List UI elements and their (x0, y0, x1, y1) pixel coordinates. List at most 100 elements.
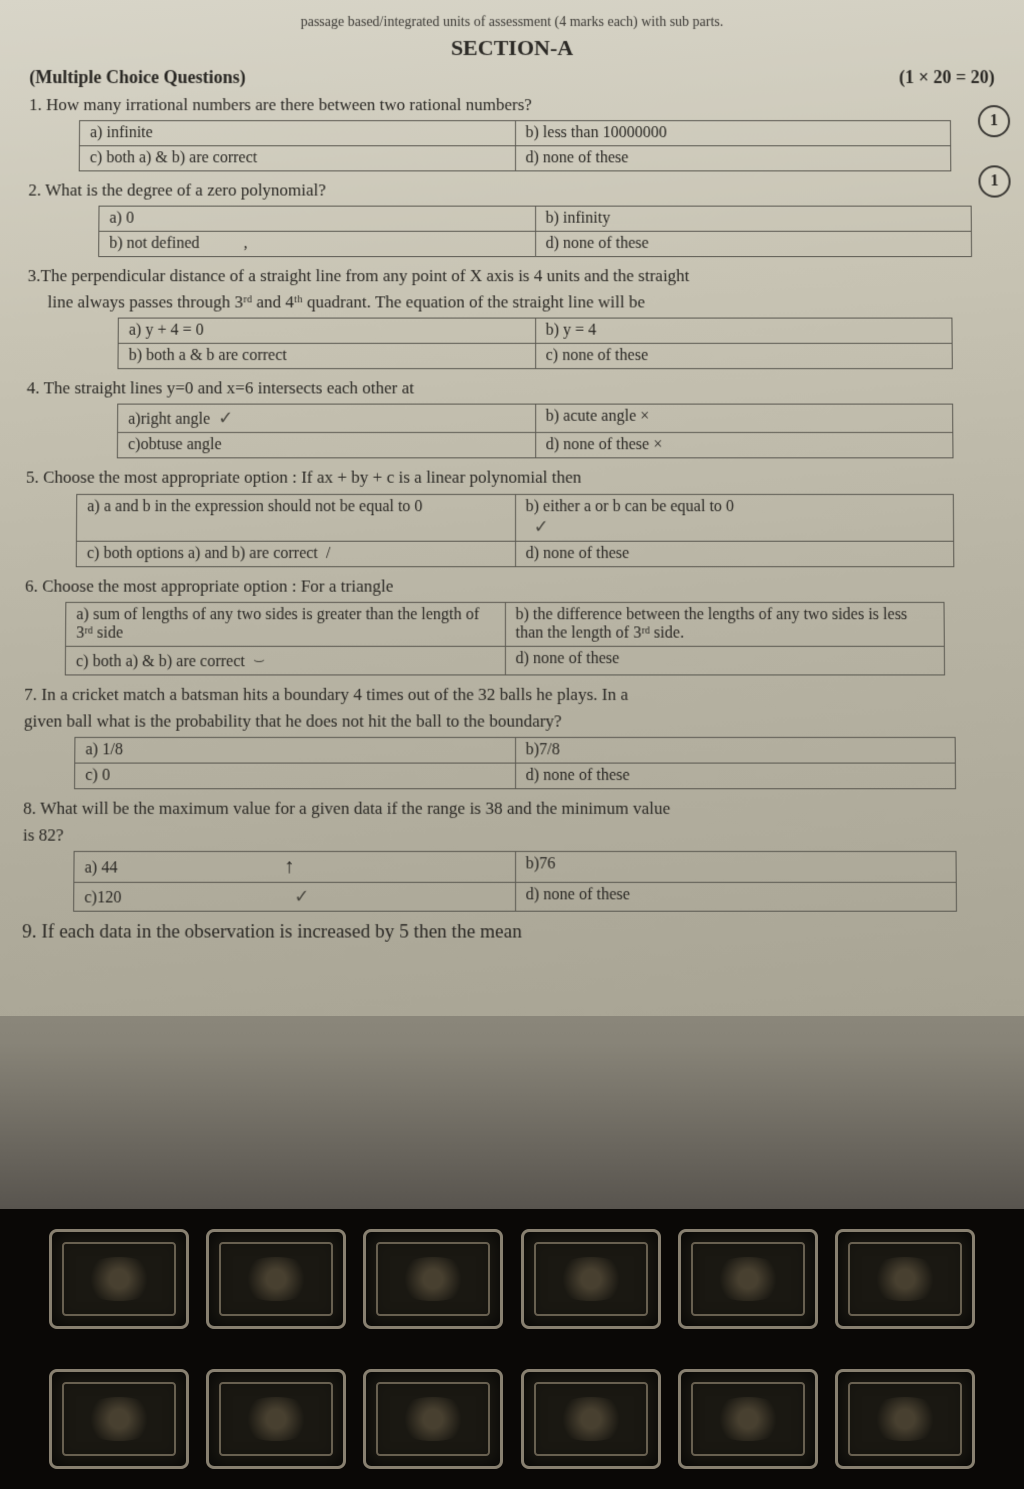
check-icon: ✓ (218, 408, 233, 429)
question-text: 1. How many irrational numbers are there… (29, 94, 995, 116)
check-icon: ✓ (129, 886, 309, 908)
table-row: c)120 ✓ d) none of these (74, 882, 957, 911)
options-table: a) 44 ↑ b)76 c)120 ✓ d) none of these (73, 851, 957, 912)
option-b: b)7/8 (515, 737, 955, 763)
pattern-cell (835, 1229, 975, 1329)
table-row: b) not defined , d) none of these (99, 231, 972, 256)
handwritten-circle-2: 1 (978, 165, 1010, 197)
option-a: a)right angle✓ (118, 405, 536, 433)
option-d: d) none of these × (535, 433, 953, 458)
marks-formula: (1 × 20 = 20) (899, 67, 995, 88)
options-table: a)right angle✓ b) acute angle × c)obtuse… (117, 404, 954, 459)
option-b: b) infinity (535, 206, 971, 231)
question-4: 4. The straight lines y=0 and x=6 inters… (26, 378, 998, 459)
question-text: 8. What will be the maximum value for a … (23, 797, 1001, 820)
question-7: 7. In a cricket match a batsman hits a b… (23, 683, 1000, 789)
question-2: 2. What is the degree of a zero polynomi… (28, 180, 996, 258)
pattern-cell (49, 1369, 189, 1469)
mcq-label: (Multiple Choice Questions) (29, 67, 245, 88)
option-c: b) not defined , (99, 231, 535, 256)
options-table: a) 1/8 b)7/8 c) 0 d) none of these (74, 737, 956, 789)
option-a: a) 44 ↑ (74, 851, 515, 882)
pattern-cell (206, 1369, 346, 1469)
question-6: 6. Choose the most appropriate option : … (24, 575, 999, 675)
options-table: a) sum of lengths of any two sides is gr… (65, 602, 945, 676)
option-c: c) both a) & b) are correct (79, 146, 515, 171)
option-d: d) none of these (515, 541, 954, 566)
option-d: d) none of these (535, 231, 971, 256)
question-1: 1. How many irrational numbers are there… (29, 94, 996, 171)
option-c: c)120 ✓ (74, 882, 515, 911)
check-icon: ✓ (534, 516, 549, 537)
check-icon: ⌣ (253, 650, 265, 671)
table-row: a) infinite b) less than 10000000 (79, 121, 950, 146)
option-c: c) both options a) and b) are correct / (76, 541, 515, 566)
option-d: d) none of these (515, 882, 956, 911)
option-d: d) none of these (505, 646, 945, 675)
option-b: b)76 (515, 851, 956, 882)
question-text: 9. If each data in the observation is in… (22, 920, 1002, 945)
table-row: a) y + 4 = 0 b) y = 4 (118, 318, 952, 343)
pattern-cell (521, 1229, 661, 1329)
option-b: b) the difference between the lengths of… (505, 602, 944, 646)
table-row: a) 44 ↑ b)76 (74, 851, 956, 882)
option-c: c) both a) & b) are correct ⌣ (65, 646, 505, 675)
question-8: 8. What will be the maximum value for a … (22, 797, 1001, 911)
option-b: b) less than 10000000 (515, 121, 951, 146)
question-5: 5. Choose the most appropriate option : … (25, 467, 999, 567)
pattern-cell (521, 1369, 661, 1469)
pattern-cell (49, 1229, 189, 1329)
pattern-row (0, 1209, 1024, 1349)
table-row: a) 1/8 b)7/8 (75, 737, 956, 763)
option-d: c) none of these (535, 344, 952, 369)
exam-paper: passage based/integrated units of assess… (0, 0, 1024, 1016)
header-note: passage based/integrated units of assess… (30, 15, 995, 31)
question-continuation: is 82? (23, 824, 1001, 847)
mcq-header-row: (Multiple Choice Questions) (1 × 20 = 20… (29, 67, 994, 88)
question-3: 3.The perpendicular distance of a straig… (27, 265, 997, 369)
question-9: 9. If each data in the observation is in… (22, 920, 1002, 945)
options-table: a) y + 4 = 0 b) y = 4 b) both a & b are … (117, 318, 952, 370)
question-continuation: given ball what is the probability that … (24, 710, 1000, 733)
option-c: b) both a & b are correct (118, 344, 535, 369)
pattern-cell (678, 1229, 818, 1329)
option-c: c) 0 (75, 763, 515, 789)
table-row: a) 0 b) infinity (99, 206, 972, 231)
pattern-cell (678, 1369, 818, 1469)
option-a: a) 0 (99, 206, 535, 231)
options-table: a) 0 b) infinity b) not defined , d) non… (98, 206, 972, 257)
table-row: c)obtuse angle d) none of these × (117, 433, 953, 458)
section-title: SECTION-A (29, 35, 994, 61)
option-a: a) 1/8 (75, 737, 515, 763)
options-table: a) infinite b) less than 10000000 c) bot… (79, 120, 952, 171)
question-text: 2. What is the degree of a zero polynomi… (28, 180, 995, 202)
pattern-cell (363, 1369, 503, 1469)
pattern-cell (206, 1229, 346, 1329)
handwritten-circle-1: 1 (978, 105, 1010, 137)
pattern-row (0, 1349, 1024, 1489)
table-row: a) a and b in the expression should not … (76, 494, 953, 541)
option-a: a) y + 4 = 0 (118, 318, 535, 343)
option-d: d) none of these (515, 763, 955, 789)
table-row: c) both a) & b) are correct ⌣ d) none of… (65, 646, 944, 675)
question-text: 6. Choose the most appropriate option : … (25, 575, 999, 598)
table-row: a)right angle✓ b) acute angle × (118, 405, 953, 433)
question-continuation: line always passes through 3ʳᵈ and 4ᵗʰ q… (27, 292, 996, 314)
question-text: 3.The perpendicular distance of a straig… (28, 265, 997, 287)
pattern-cell (363, 1229, 503, 1329)
carpet-pattern (0, 1209, 1024, 1489)
option-b: b) y = 4 (535, 318, 952, 343)
table-row: c) both options a) and b) are correct / … (76, 541, 954, 566)
option-c: c)obtuse angle (117, 433, 535, 458)
option-a: a) infinite (79, 121, 515, 146)
table-row: c) both a) & b) are correct d) none of t… (79, 146, 951, 171)
table-row: b) both a & b are correct c) none of the… (118, 344, 952, 369)
table-row: c) 0 d) none of these (75, 763, 956, 789)
options-table: a) a and b in the expression should not … (76, 493, 955, 566)
option-b: b) acute angle × (535, 405, 953, 433)
table-row: a) sum of lengths of any two sides is gr… (66, 602, 945, 646)
option-d: d) none of these (515, 146, 951, 171)
option-b: b) either a or b can be equal to 0✓ (515, 494, 954, 541)
option-a: a) a and b in the expression should not … (76, 494, 515, 541)
question-text: 7. In a cricket match a batsman hits a b… (24, 683, 1000, 706)
